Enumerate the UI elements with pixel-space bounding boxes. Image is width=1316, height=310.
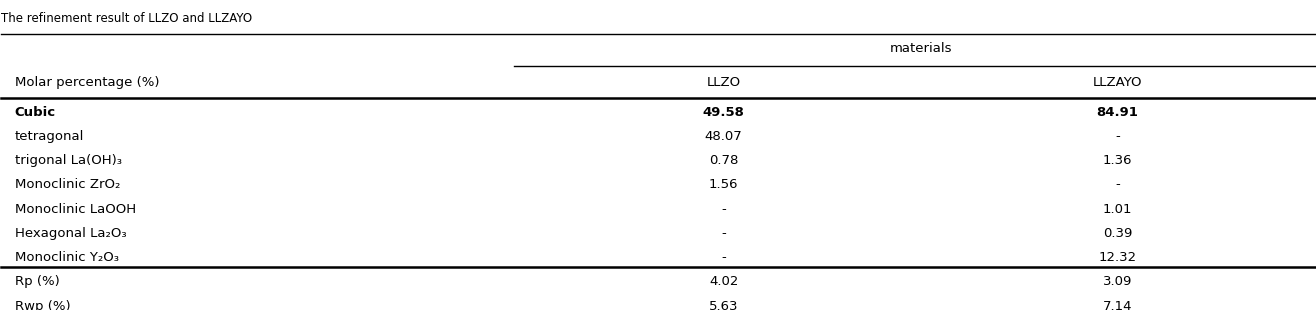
Text: LLZAYO: LLZAYO	[1092, 76, 1142, 89]
Text: Hexagonal La₂O₃: Hexagonal La₂O₃	[14, 227, 126, 240]
Text: 84.91: 84.91	[1096, 106, 1138, 119]
Text: Rwp (%): Rwp (%)	[14, 299, 70, 310]
Text: 48.07: 48.07	[705, 130, 742, 143]
Text: The refinement result of LLZO and LLZAYO: The refinement result of LLZO and LLZAYO	[1, 12, 253, 25]
Text: Monoclinic LaOOH: Monoclinic LaOOH	[14, 203, 136, 216]
Text: 0.39: 0.39	[1103, 227, 1132, 240]
Text: 5.63: 5.63	[709, 299, 738, 310]
Text: -: -	[1115, 179, 1120, 191]
Text: materials: materials	[890, 42, 951, 55]
Text: Rp (%): Rp (%)	[14, 275, 59, 288]
Text: 1.56: 1.56	[709, 179, 738, 191]
Text: 3.09: 3.09	[1103, 275, 1132, 288]
Text: trigonal La(OH)₃: trigonal La(OH)₃	[14, 154, 121, 167]
Text: 49.58: 49.58	[703, 106, 745, 119]
Text: 0.78: 0.78	[709, 154, 738, 167]
Text: Molar percentage (%): Molar percentage (%)	[14, 76, 159, 89]
Text: -: -	[721, 227, 726, 240]
Text: Monoclinic ZrO₂: Monoclinic ZrO₂	[14, 179, 120, 191]
Text: 1.36: 1.36	[1103, 154, 1132, 167]
Text: 4.02: 4.02	[709, 275, 738, 288]
Text: tetragonal: tetragonal	[14, 130, 84, 143]
Text: Monoclinic Y₂O₃: Monoclinic Y₂O₃	[14, 251, 118, 264]
Text: 1.01: 1.01	[1103, 203, 1132, 216]
Text: 7.14: 7.14	[1103, 299, 1132, 310]
Text: -: -	[721, 203, 726, 216]
Text: Cubic: Cubic	[14, 106, 55, 119]
Text: 12.32: 12.32	[1099, 251, 1137, 264]
Text: LLZO: LLZO	[707, 76, 741, 89]
Text: -: -	[1115, 130, 1120, 143]
Text: -: -	[721, 251, 726, 264]
